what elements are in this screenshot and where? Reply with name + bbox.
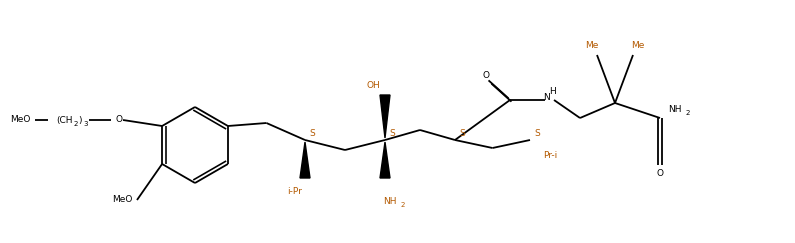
Text: 3: 3: [83, 121, 87, 127]
Text: S: S: [460, 130, 465, 139]
Text: MeO: MeO: [112, 196, 133, 205]
Text: Me: Me: [585, 41, 599, 50]
Text: Pr-i: Pr-i: [543, 150, 557, 159]
Text: ): ): [78, 115, 82, 124]
Text: NH: NH: [383, 198, 397, 207]
Polygon shape: [380, 142, 390, 178]
Polygon shape: [300, 142, 310, 178]
Text: Me: Me: [631, 41, 645, 50]
Text: 2: 2: [401, 202, 405, 208]
Text: (CH: (CH: [56, 115, 72, 124]
Text: O: O: [483, 71, 490, 80]
Text: O: O: [657, 168, 664, 177]
Text: 2: 2: [74, 121, 79, 127]
Text: S: S: [389, 130, 395, 139]
Text: H: H: [549, 87, 556, 95]
Text: S: S: [534, 130, 540, 139]
Text: S: S: [309, 130, 315, 139]
Text: NH: NH: [668, 105, 681, 114]
Polygon shape: [380, 95, 390, 138]
Text: N: N: [543, 94, 549, 103]
Text: O: O: [115, 115, 122, 124]
Text: i-Pr: i-Pr: [288, 188, 302, 197]
Text: MeO: MeO: [10, 115, 30, 124]
Text: OH: OH: [366, 80, 380, 89]
Text: 2: 2: [686, 110, 690, 116]
